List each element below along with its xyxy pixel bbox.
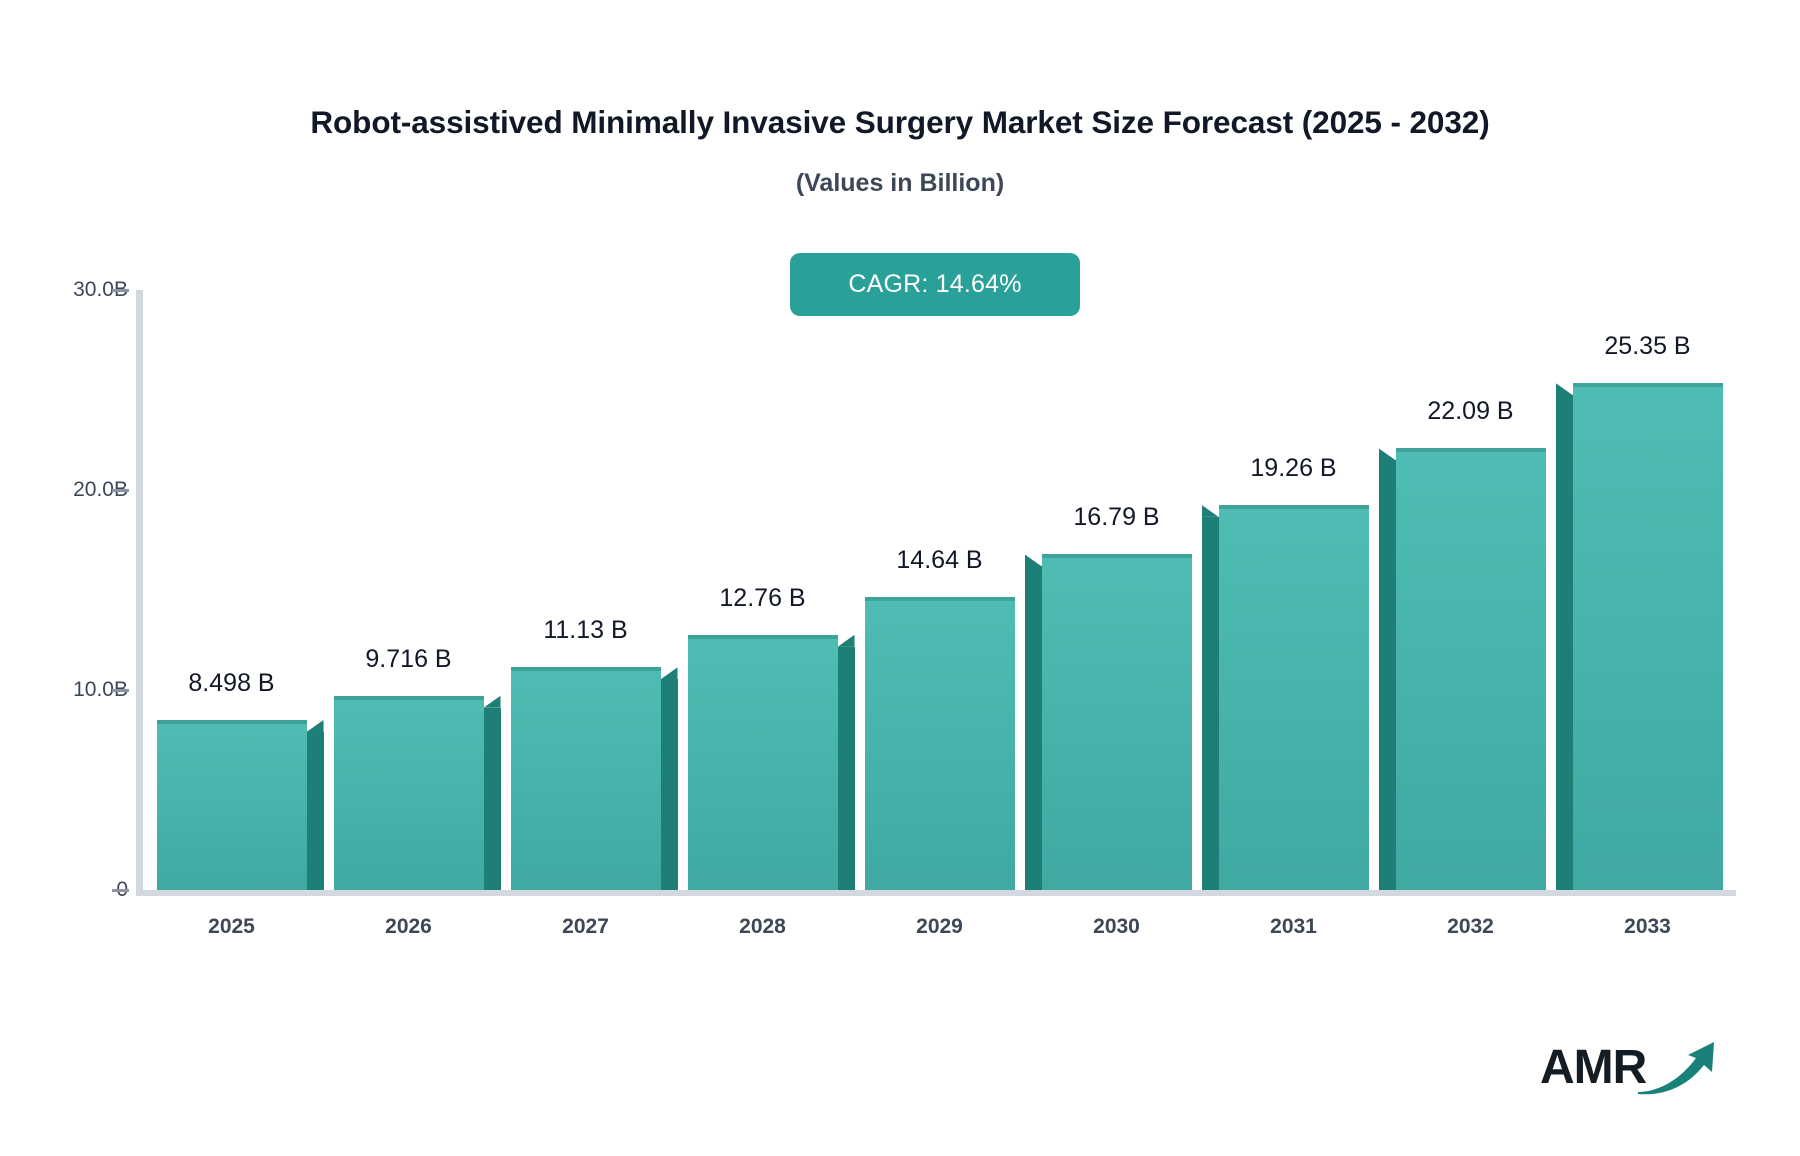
- plot-area: 8.498 B 2025 9.716 B 2026 11.13 B 2027 12.76 B…: [136, 290, 1736, 938]
- bar-front-face: [510, 667, 661, 890]
- bar-series: 8.498 B 2025 9.716 B 2026 11.13 B 2027 12.76 B…: [143, 290, 1736, 938]
- y-axis-tick-label: 10.0B: [73, 678, 128, 701]
- bar[interactable]: [1555, 383, 1723, 890]
- bar-value-label: 12.76 B: [719, 583, 806, 612]
- bar-group: 9.716 B 2026: [320, 290, 501, 938]
- bar-top-edge: [1395, 448, 1546, 453]
- x-axis-tick-label: 2033: [1624, 915, 1671, 938]
- bar-group: 8.498 B 2025: [143, 290, 324, 938]
- cagr-badge-label: CAGR: 14.64%: [848, 270, 1022, 298]
- bar-side-face: [483, 707, 501, 890]
- bar[interactable]: [687, 634, 855, 890]
- bar-top-edge: [864, 597, 1015, 602]
- bar-front-face: [1395, 448, 1546, 890]
- bar-value-label: 14.64 B: [896, 546, 983, 575]
- bar-top-face: [1201, 504, 1219, 517]
- bar-value-label: 16.79 B: [1073, 503, 1160, 532]
- bar-top-edge: [510, 667, 661, 672]
- bar-group: 14.64 B 2029: [851, 290, 1028, 938]
- x-axis-tick-label: 2031: [1270, 915, 1317, 938]
- bar[interactable]: [333, 695, 501, 890]
- bar-value-label: 9.716 B: [365, 644, 452, 673]
- bar-front-face: [864, 597, 1015, 890]
- amr-logo-text: AMR: [1540, 1041, 1647, 1094]
- bar-side-face: [1555, 395, 1573, 890]
- growth-arrow-icon: [1638, 1042, 1714, 1095]
- bar-top-edge: [1572, 383, 1723, 387]
- y-axis-tick-mark: [112, 689, 129, 692]
- bar-top-edge: [1041, 554, 1192, 559]
- bar-front-face: [1572, 383, 1723, 890]
- bar-value-label: 8.498 B: [188, 669, 275, 698]
- bar-side-face: [1378, 460, 1396, 890]
- x-axis-tick-label: 2032: [1447, 915, 1494, 938]
- bar-top-edge: [333, 695, 484, 700]
- y-axis-line: [136, 290, 143, 890]
- x-axis-line: [136, 890, 1736, 896]
- y-axis-tick-mark: [112, 289, 129, 292]
- bar-front-face: [333, 695, 484, 890]
- bar-side-face: [837, 646, 855, 890]
- bar[interactable]: [1201, 504, 1369, 890]
- bar-side-face: [1024, 566, 1042, 890]
- bar-value-label: 22.09 B: [1427, 397, 1514, 426]
- amr-logo: AMR: [1540, 1040, 1720, 1102]
- bar-group: 12.76 B 2028: [674, 290, 855, 938]
- bar-group: 25.35 B 2033: [1555, 290, 1736, 938]
- chart-subtitle: (Values in Billion): [795, 169, 1005, 197]
- x-axis-tick-label: 2029: [916, 915, 963, 938]
- bar-group: 19.26 B 2031: [1201, 290, 1382, 938]
- page-title: Robot-assistived Minimally Invasive Surg…: [310, 104, 1490, 140]
- bar[interactable]: [1024, 554, 1192, 890]
- y-axis-tick-label: 30.0B: [73, 278, 128, 301]
- bar-top-face: [1024, 554, 1042, 567]
- x-axis-tick-label: 2026: [385, 915, 432, 938]
- bar-top-edge: [687, 634, 838, 639]
- y-axis-tick-mark: [112, 889, 129, 892]
- bar[interactable]: [1378, 448, 1546, 890]
- bar[interactable]: [510, 667, 678, 890]
- x-axis-tick-label: 2025: [208, 915, 255, 938]
- bar-group: 22.09 B 2032: [1378, 290, 1559, 938]
- y-axis-tick-mark: [112, 489, 129, 492]
- bar-group: 11.13 B 2027: [497, 290, 678, 938]
- bar-side-face: [660, 679, 678, 890]
- bar-value-label: 11.13 B: [543, 616, 628, 645]
- bar-front-face: [156, 720, 307, 890]
- bar-top-face: [1378, 448, 1396, 461]
- x-axis-tick-label: 2027: [562, 915, 609, 938]
- bar[interactable]: [156, 720, 324, 890]
- x-axis-tick-label: 2030: [1093, 915, 1140, 938]
- bar-top-face: [1555, 383, 1573, 395]
- cagr-badge: CAGR: 14.64%: [790, 253, 1080, 316]
- y-axis-tick-label: 20.0B: [73, 478, 128, 501]
- bar[interactable]: [864, 597, 1015, 890]
- bar-side-face: [1201, 516, 1219, 890]
- bar-group: 16.79 B 2030: [1024, 290, 1205, 938]
- bar-value-label: 25.35 B: [1604, 332, 1691, 360]
- bar-top-edge: [156, 720, 307, 725]
- bar-side-face: [306, 732, 324, 890]
- x-axis-tick-label: 2028: [739, 915, 786, 938]
- bar-front-face: [1218, 504, 1369, 890]
- bar-front-face: [1041, 554, 1192, 890]
- bar-top-edge: [1218, 504, 1369, 509]
- bar-value-label: 19.26 B: [1250, 453, 1337, 482]
- bar-front-face: [687, 634, 838, 890]
